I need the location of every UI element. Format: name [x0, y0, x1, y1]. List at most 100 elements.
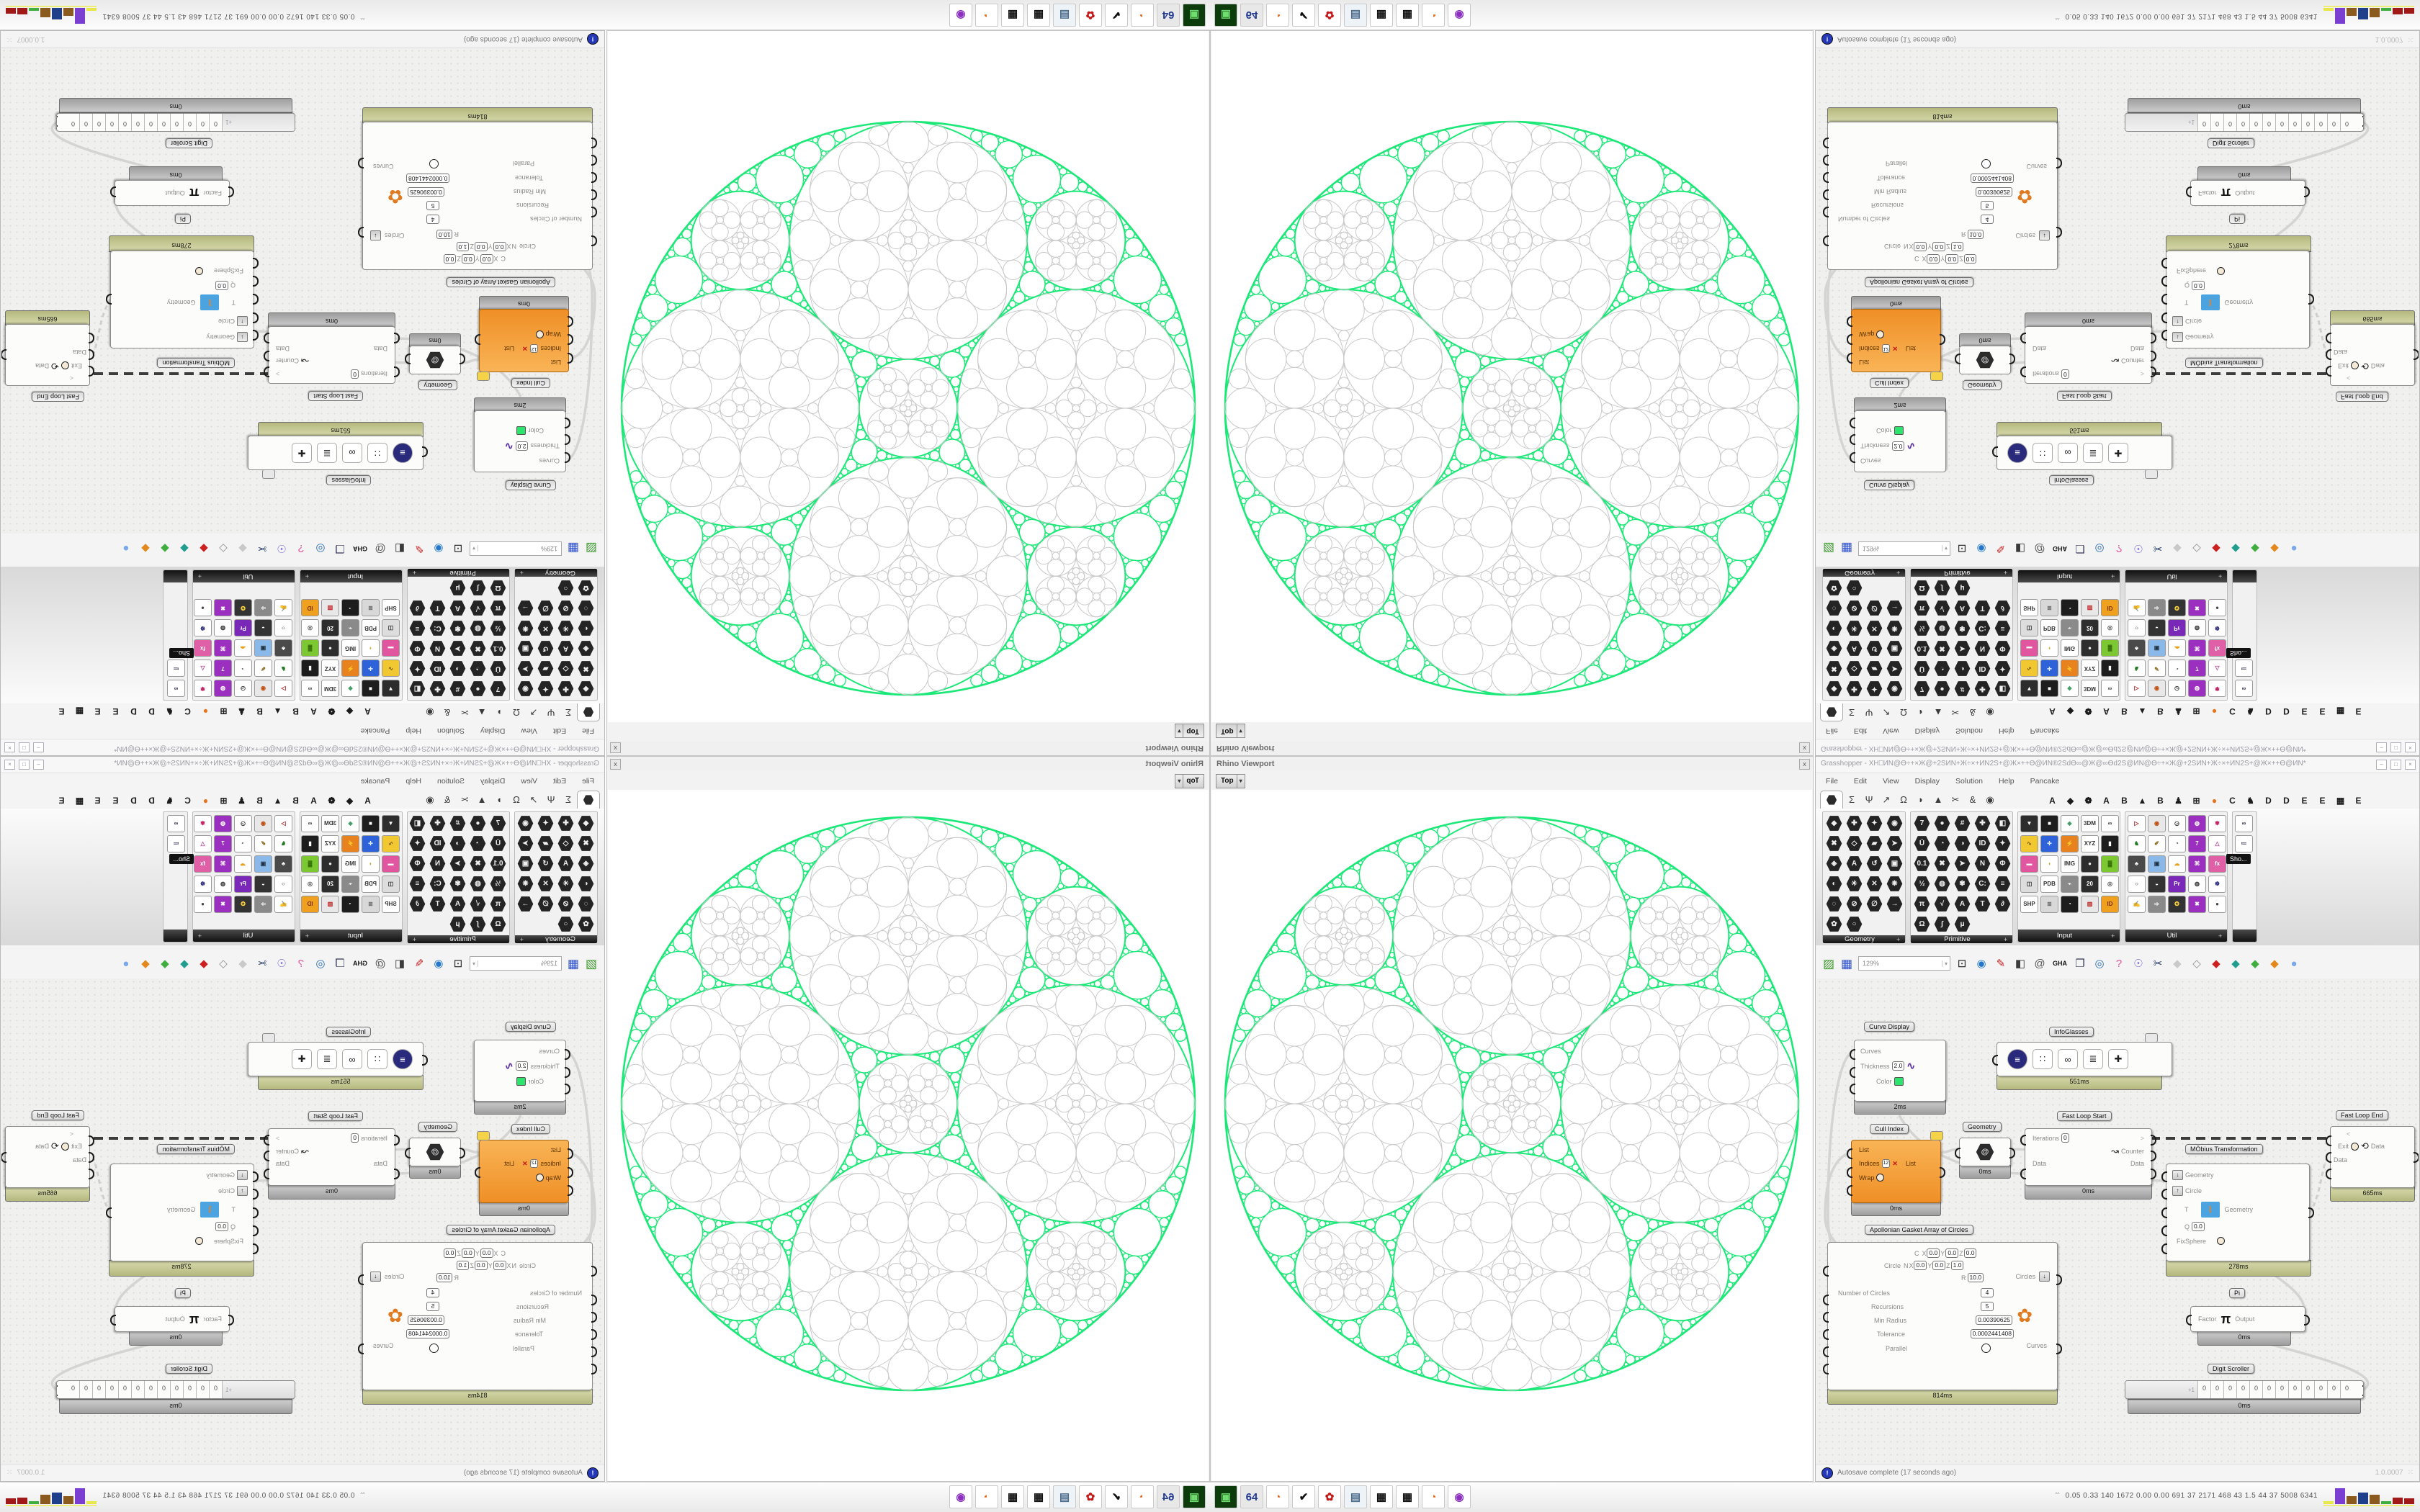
save-64-tray-icon[interactable]: 64 [1157, 4, 1180, 27]
component-icon[interactable]: ◖ [2040, 854, 2059, 873]
save-64-tray-icon[interactable]: 64 [1240, 4, 1263, 27]
gha-assembler-icon[interactable]: GHA [2053, 545, 2067, 553]
find-icon[interactable]: ◎ [315, 542, 326, 555]
digit-cell-1[interactable]: 0 [197, 114, 210, 131]
hint-bulb-icon[interactable]: ☉ [2133, 957, 2143, 970]
component-icon[interactable]: SHP [381, 894, 400, 914]
digit-cell-6[interactable]: 0 [2275, 114, 2288, 131]
curve-display-node[interactable]: Curves Thickness 2.0 ∿ Color [474, 1040, 570, 1102]
component-icon[interactable]: ▣ [2147, 639, 2166, 658]
component-icon[interactable]: ∫ [1932, 914, 1952, 934]
category-tab-4[interactable]: ◗ [496, 794, 502, 805]
component-icon[interactable]: ✐ [254, 834, 273, 853]
digit-cell-2[interactable]: 0 [2223, 1381, 2236, 1398]
category-tab-3[interactable]: Ω [513, 794, 520, 805]
geometry-node[interactable]: @ [1955, 1138, 2015, 1166]
plugin-tab-14[interactable]: E [112, 796, 119, 806]
cull-index-node[interactable]: List Indices 12 ✕ List Wrap [475, 1140, 573, 1203]
input-pin[interactable] [2020, 1169, 2026, 1179]
infoglasses-icon-4[interactable]: ✚ [2108, 1049, 2128, 1069]
system-chart-tray-icon[interactable]: ▣ [1183, 4, 1206, 27]
output-pin[interactable] [56, 116, 58, 127]
minimize-button[interactable]: – [2376, 760, 2387, 770]
component-icon[interactable]: ∞ [2100, 679, 2120, 698]
input-pin[interactable] [2161, 258, 2167, 269]
component-icon[interactable]: ● [2080, 854, 2099, 873]
component-icon[interactable]: Φ [1993, 854, 2012, 873]
ny-value[interactable]: 0.0 [474, 1261, 488, 1270]
pi-node[interactable]: Factor π Output [110, 1306, 234, 1332]
digit-cell-7[interactable]: 0 [2288, 1381, 2301, 1398]
component-icon[interactable]: ☁ [2167, 854, 2187, 873]
mobius-label[interactable]: MÖbius Transformation [157, 1144, 235, 1154]
component-icon[interactable]: ⌘ [2187, 854, 2207, 873]
component-icon[interactable]: ◔ [2060, 598, 2079, 618]
component-icon[interactable]: √ [468, 598, 488, 618]
component-icon[interactable]: ◎ [300, 874, 320, 894]
component-icon[interactable]: Ü [488, 834, 508, 853]
component-icon[interactable]: Ü [488, 659, 508, 678]
output-pin[interactable] [358, 1274, 364, 1285]
component-icon[interactable]: ◆ [1824, 679, 1844, 698]
component-icon[interactable]: ◑ [448, 659, 467, 678]
node-canvas[interactable]: Curve Display Curves Thickness 2.0 ∿ Color… [1816, 47, 2419, 534]
category-tab-1[interactable]: Ψ [1865, 707, 1873, 718]
input-pin[interactable] [1847, 316, 1852, 327]
input-pin[interactable] [2326, 333, 2331, 343]
component-icon[interactable]: ∅ [1865, 598, 1884, 618]
input-pin[interactable] [1823, 1364, 1829, 1374]
component-icon[interactable]: ≣ [2040, 894, 2059, 914]
component-icon[interactable]: ⊘ [556, 894, 575, 914]
output-pin[interactable] [405, 1148, 411, 1158]
component-icon[interactable]: ⌘ [213, 854, 233, 873]
plugin-tab-9[interactable]: ● [202, 796, 209, 806]
plugin-tab-4[interactable]: B [292, 706, 299, 716]
fast-loop-start-label[interactable]: Fast Loop Start [2057, 1111, 2112, 1121]
output-pin[interactable] [475, 334, 480, 345]
resize-grip-icon[interactable]: ⁙ [6, 35, 13, 43]
component-icon[interactable]: ◧ [1993, 814, 2012, 833]
digit-scroller-label[interactable]: Digit Scroller [2208, 138, 2255, 148]
digit-cell-9[interactable]: 0 [2314, 1381, 2327, 1398]
component-icon[interactable]: Pr [2167, 874, 2187, 894]
component-icon[interactable]: ✦ [1865, 814, 1884, 833]
output-pin[interactable] [475, 1167, 480, 1178]
component-icon[interactable]: ◔ [233, 834, 253, 853]
component-icon[interactable]: π [1912, 598, 1932, 618]
plugin-tab-11[interactable]: ♞ [166, 796, 174, 806]
qr-left-tray-icon[interactable]: ▦ [1027, 4, 1050, 27]
infoglasses-icon-1[interactable]: ∷ [2033, 443, 2053, 463]
geometry-node[interactable]: @ [1955, 346, 2015, 374]
digit-cell-11[interactable]: 0 [67, 1381, 80, 1398]
plugin-tab-5[interactable]: ▲ [273, 706, 282, 716]
category-tab-2[interactable]: ↗ [529, 794, 538, 805]
notes-tray-icon[interactable]: ▤ [1344, 1485, 1367, 1508]
input-pin[interactable] [2161, 276, 2167, 287]
component-icon[interactable]: ∂ [1993, 894, 2012, 914]
zoom-level-box[interactable]: 129% ▾ [1858, 541, 1950, 556]
component-icon[interactable]: ∂ [1993, 598, 2012, 618]
note-bubble-icon[interactable] [262, 1033, 275, 1043]
input-pin[interactable] [1847, 1185, 1852, 1196]
qr-right-tray-icon[interactable]: ▦ [1001, 4, 1024, 27]
component-icon[interactable]: Φ [408, 639, 427, 658]
plugin-tab-1[interactable]: ◆ [2066, 706, 2074, 716]
digit-scroller-increment[interactable]: +1 [2125, 114, 2197, 131]
note-bubble-icon[interactable] [2145, 469, 2158, 479]
sketch-pen-icon[interactable]: ✎ [1996, 957, 2006, 970]
component-icon[interactable]: ▼ [381, 679, 400, 698]
component-icon[interactable]: ✛ [361, 834, 380, 853]
component-icon[interactable]: ◒ [2147, 618, 2166, 638]
component-icon[interactable]: ✦ [536, 814, 555, 833]
component-icon[interactable]: ◉ [1885, 679, 1904, 698]
input-pin[interactable] [2161, 312, 2167, 323]
digit-cell-5[interactable]: 0 [145, 114, 158, 131]
hint-bulb-icon[interactable]: ☉ [277, 542, 287, 555]
exit-toggle[interactable] [2351, 1142, 2360, 1151]
recursions-value[interactable]: 5 [426, 201, 439, 210]
component-icon[interactable]: μ [1953, 578, 1972, 598]
component-icon[interactable]: ➤ [448, 639, 467, 658]
component-icon[interactable]: A [1953, 598, 1972, 618]
infoglasses-icon-4[interactable]: ✚ [292, 443, 312, 463]
menu-item-file[interactable]: File [1826, 777, 1838, 786]
